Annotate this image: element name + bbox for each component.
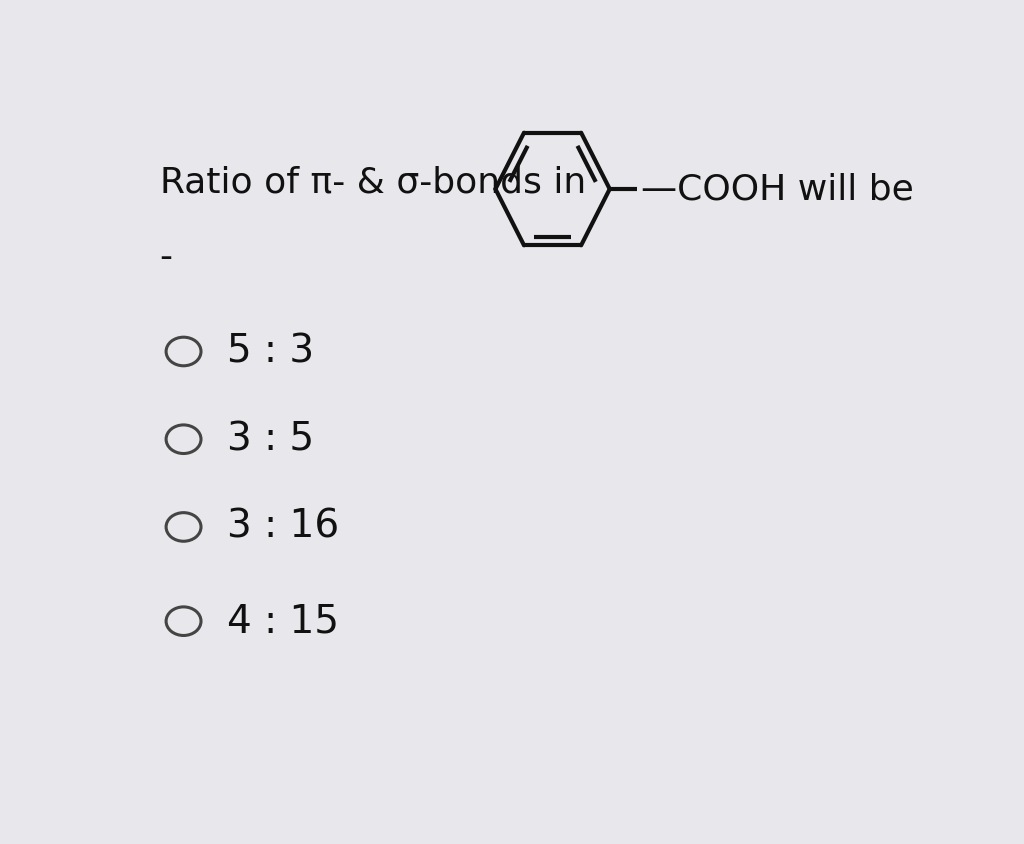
Text: 5 : 3: 5 : 3 <box>227 333 314 371</box>
Text: -: - <box>160 241 173 274</box>
Text: 4 : 15: 4 : 15 <box>227 602 339 641</box>
Text: Ratio of π- & σ-bonds in: Ratio of π- & σ-bonds in <box>160 165 586 199</box>
Text: 3 : 16: 3 : 16 <box>227 508 339 546</box>
Text: 3 : 5: 3 : 5 <box>227 420 314 458</box>
Text: —COOH will be: —COOH will be <box>641 172 914 206</box>
